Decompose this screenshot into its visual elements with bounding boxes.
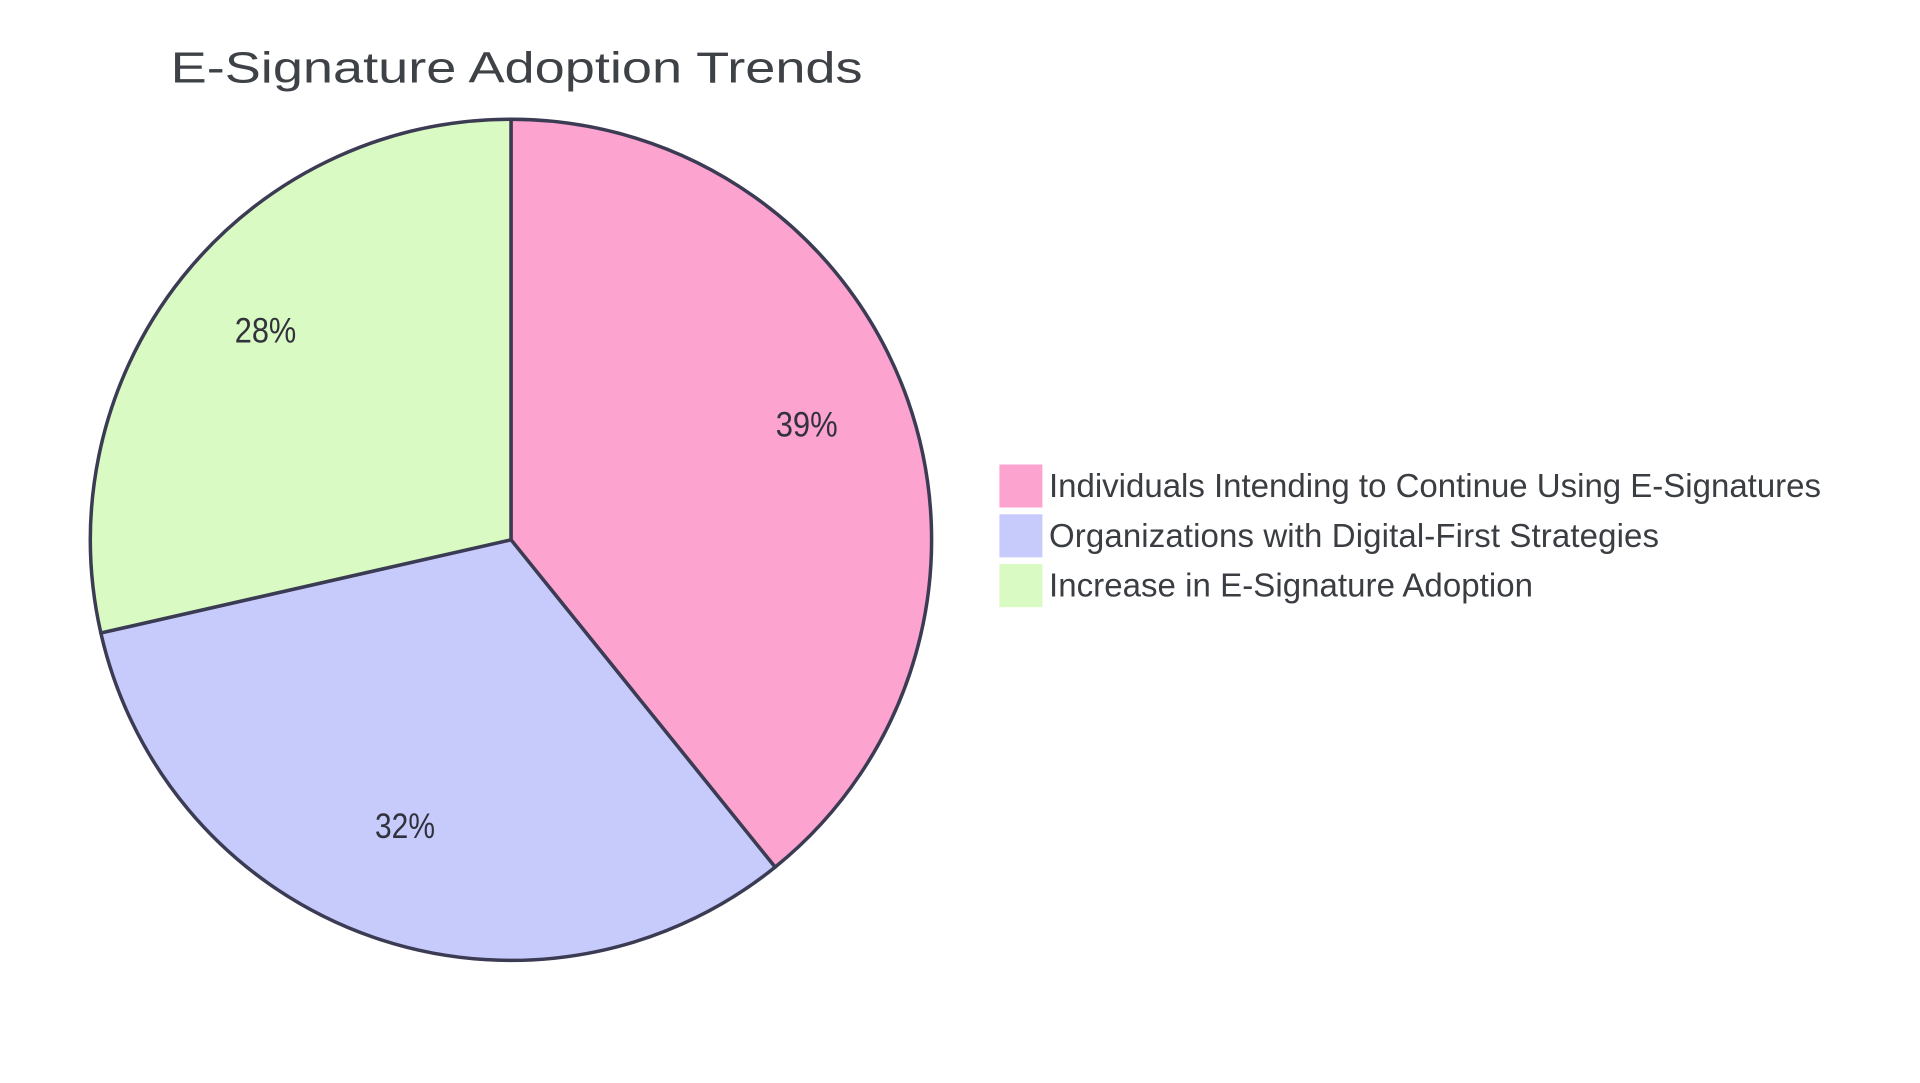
svg-text:E-Signature Adoption Trends: E-Signature Adoption Trends	[171, 44, 863, 93]
svg-text:28%: 28%	[235, 312, 297, 351]
svg-text:39%: 39%	[776, 406, 838, 445]
svg-text:Individuals Intending to Conti: Individuals Intending to Continue Using …	[1049, 467, 1821, 504]
svg-text:32%: 32%	[375, 807, 435, 846]
svg-text:Increase in E-Signature Adopti: Increase in E-Signature Adoption	[1049, 567, 1533, 604]
svg-text:Organizations with Digital-Fir: Organizations with Digital-First Strateg…	[1049, 517, 1659, 554]
